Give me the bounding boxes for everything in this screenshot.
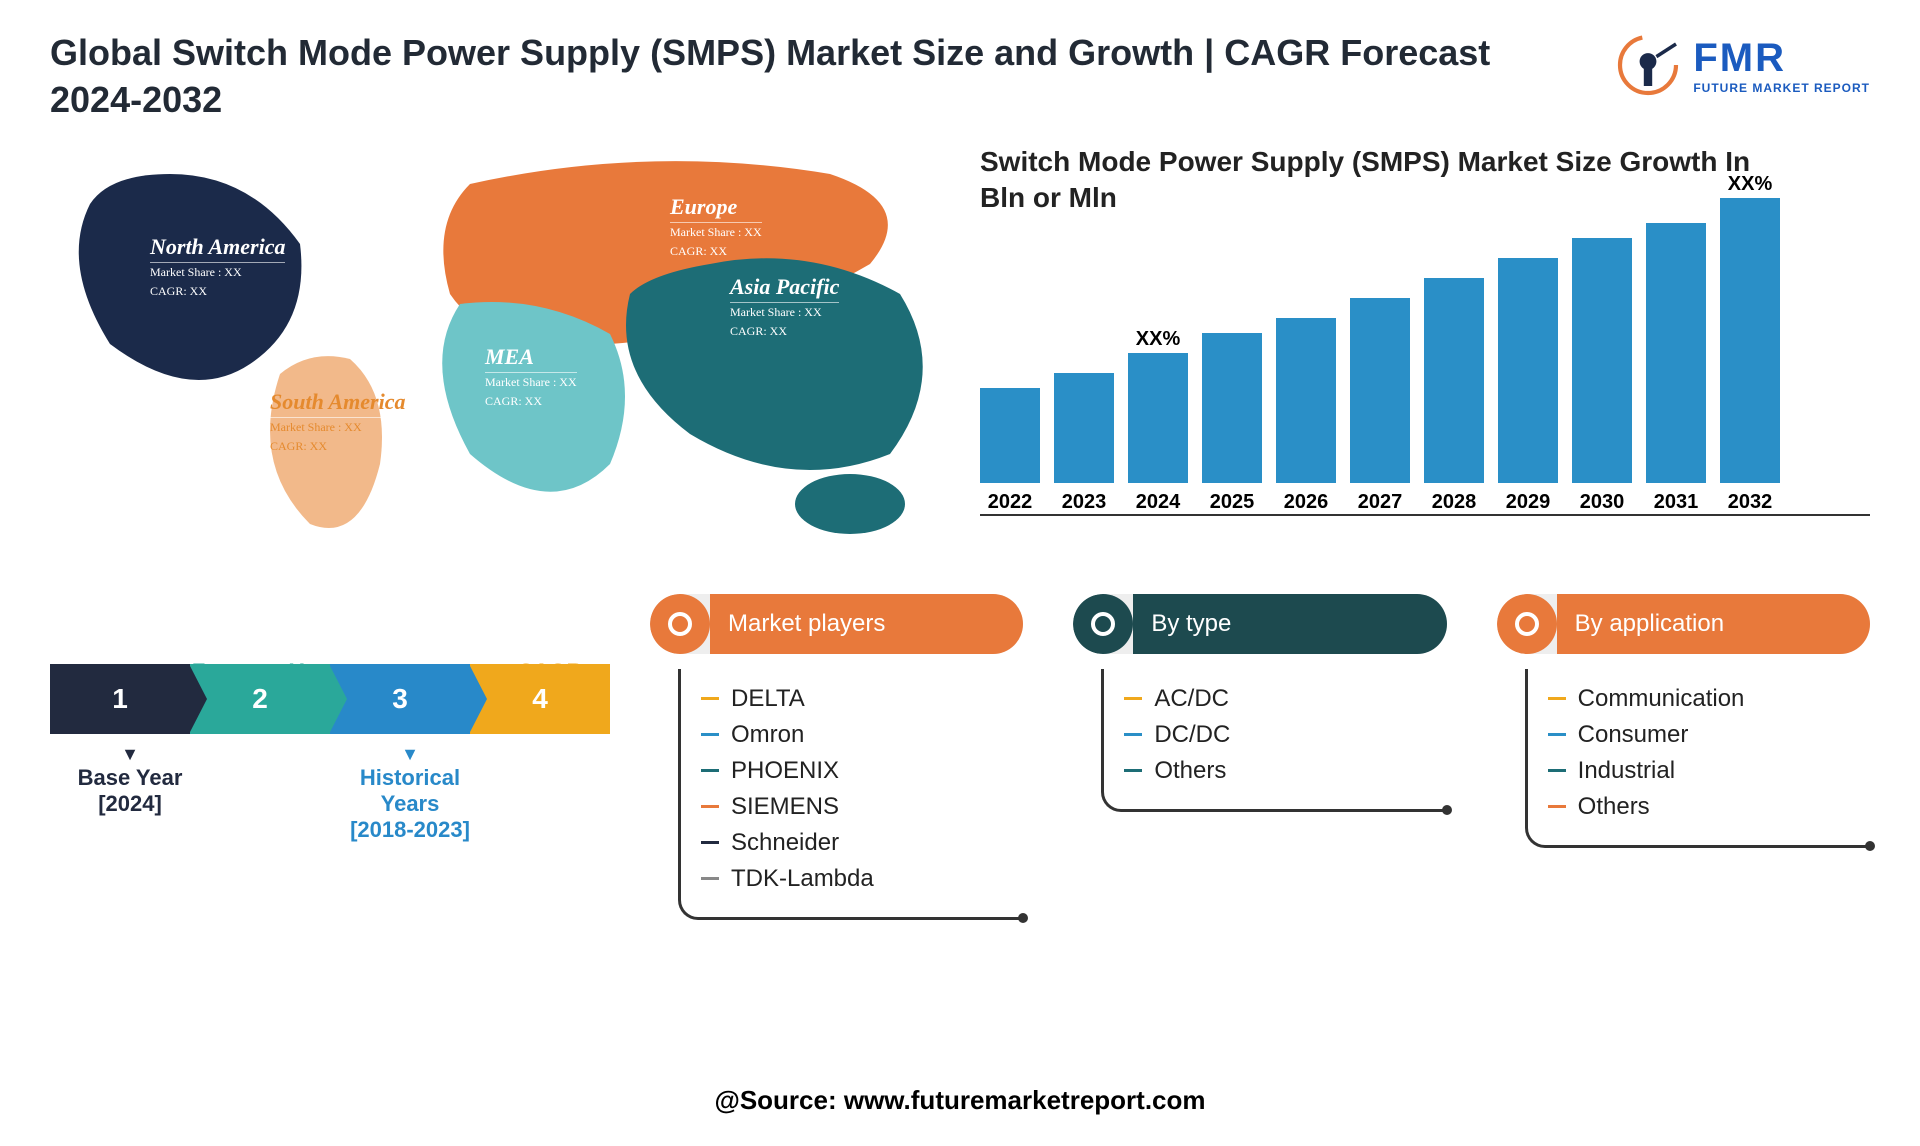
- logo-subtitle: FUTURE MARKET REPORT: [1693, 81, 1870, 95]
- bar-2028: 2028: [1424, 278, 1484, 514]
- category-item-label: PHOENIX: [731, 757, 839, 785]
- category-body: AC/DC DC/DC Others: [1101, 669, 1446, 812]
- bar-year-label: 2030: [1580, 491, 1625, 514]
- category-item-label: Others: [1154, 757, 1226, 785]
- category-body: DELTA Omron PHOENIX SIEMENS Schneider TDK-Lam…: [678, 669, 1023, 920]
- category-item: Consumer: [1548, 717, 1870, 753]
- bar-2027: 2027: [1350, 298, 1410, 514]
- region-label-mea: MEAMarket Share : XXCAGR: XX: [485, 344, 577, 409]
- category-market-players: Market players DELTA Omron PHOENIX SIEMENS S…: [650, 594, 1023, 920]
- logo-text: FMR: [1693, 36, 1870, 81]
- category-item-label: TDK-Lambda: [731, 865, 874, 893]
- region-label-europe: EuropeMarket Share : XXCAGR: XX: [670, 194, 762, 259]
- timeline-segment-3: 3: [330, 664, 470, 734]
- category-item: Schneider: [701, 825, 1023, 861]
- category-by-type: By type AC/DC DC/DC Others: [1073, 594, 1446, 920]
- bar-year-label: 2029: [1506, 491, 1551, 514]
- timeline: Forecast Years[2024-2032]CAGRXX%% 1234 B…: [50, 594, 610, 824]
- category-item-label: SIEMENS: [731, 793, 839, 821]
- timeline-annotation-1: Base Year[2024]: [50, 744, 210, 817]
- category-item-label: Others: [1578, 793, 1650, 821]
- category-body: Communication Consumer Industrial Others: [1525, 669, 1870, 848]
- timeline-segment-1: 1: [50, 664, 190, 734]
- category-item-label: DC/DC: [1154, 721, 1230, 749]
- category-item: AC/DC: [1124, 681, 1446, 717]
- bar-2024: XX%2024: [1128, 353, 1188, 514]
- chart-bars: 20222023XX%20242025202620272028202920302…: [980, 226, 1870, 516]
- category-item: Industrial: [1548, 753, 1870, 789]
- world-map: North AmericaMarket Share : XXCAGR: XX So…: [50, 144, 950, 544]
- category-item: PHOENIX: [701, 753, 1023, 789]
- category-header: Market players: [650, 594, 1023, 654]
- bar-2032: XX%2032: [1720, 198, 1780, 514]
- category-item: DELTA: [701, 681, 1023, 717]
- timeline-segment-2: 2: [190, 664, 330, 734]
- fmr-logo-icon: [1613, 30, 1683, 100]
- bar-year-label: 2026: [1284, 491, 1329, 514]
- category-header: By type: [1073, 594, 1446, 654]
- category-item: SIEMENS: [701, 789, 1023, 825]
- category-item-label: AC/DC: [1154, 685, 1229, 713]
- category-item: Others: [1124, 753, 1446, 789]
- bottom-row: Forecast Years[2024-2032]CAGRXX%% 1234 B…: [50, 594, 1870, 920]
- category-header: By application: [1497, 594, 1870, 654]
- bar-year-label: 2025: [1210, 491, 1255, 514]
- bar-year-label: 2022: [988, 491, 1033, 514]
- bar-year-label: 2032: [1728, 491, 1773, 514]
- category-item-label: Communication: [1578, 685, 1745, 713]
- region-label-south-america: South AmericaMarket Share : XXCAGR: XX: [270, 389, 406, 454]
- bar-year-label: 2028: [1432, 491, 1477, 514]
- category-item: DC/DC: [1124, 717, 1446, 753]
- category-item-label: Consumer: [1578, 721, 1689, 749]
- bar-annotation: XX%: [1728, 173, 1772, 196]
- category-item: Omron: [701, 717, 1023, 753]
- timeline-segment-4: 4: [470, 664, 610, 734]
- bar-2025: 2025: [1202, 333, 1262, 514]
- category-item-label: Omron: [731, 721, 804, 749]
- bar-annotation: XX%: [1136, 328, 1180, 351]
- logo: FMR FUTURE MARKET REPORT: [1613, 30, 1870, 100]
- bar-2030: 2030: [1572, 238, 1632, 514]
- bar-year-label: 2027: [1358, 491, 1403, 514]
- header: Global Switch Mode Power Supply (SMPS) M…: [50, 30, 1870, 124]
- category-item: Communication: [1548, 681, 1870, 717]
- page-title: Global Switch Mode Power Supply (SMPS) M…: [50, 30, 1550, 124]
- bar-2031: 2031: [1646, 223, 1706, 514]
- bar-2022: 2022: [980, 388, 1040, 514]
- bar-year-label: 2024: [1136, 491, 1181, 514]
- bar-2023: 2023: [1054, 373, 1114, 514]
- region-label-asia-pacific: Asia PacificMarket Share : XXCAGR: XX: [730, 274, 839, 339]
- bar-year-label: 2031: [1654, 491, 1699, 514]
- top-row: North AmericaMarket Share : XXCAGR: XX So…: [50, 144, 1870, 544]
- region-label-north-america: North AmericaMarket Share : XXCAGR: XX: [150, 234, 285, 299]
- source-attribution: @Source: www.futuremarketreport.com: [0, 1085, 1920, 1116]
- category-header-label: By type: [1133, 594, 1446, 654]
- category-item-label: Industrial: [1578, 757, 1675, 785]
- category-item: TDK-Lambda: [701, 861, 1023, 897]
- category-header-label: By application: [1557, 594, 1870, 654]
- bar-chart: Switch Mode Power Supply (SMPS) Market S…: [980, 144, 1870, 544]
- category-by-application: By application Communication Consumer Indu…: [1497, 594, 1870, 920]
- category-item-label: Schneider: [731, 829, 839, 857]
- bar-2029: 2029: [1498, 258, 1558, 514]
- bar-2026: 2026: [1276, 318, 1336, 514]
- category-item: Others: [1548, 789, 1870, 825]
- bar-year-label: 2023: [1062, 491, 1107, 514]
- category-header-label: Market players: [710, 594, 1023, 654]
- timeline-annotation-3: Historical Years[2018-2023]: [330, 744, 490, 843]
- category-item-label: DELTA: [731, 685, 805, 713]
